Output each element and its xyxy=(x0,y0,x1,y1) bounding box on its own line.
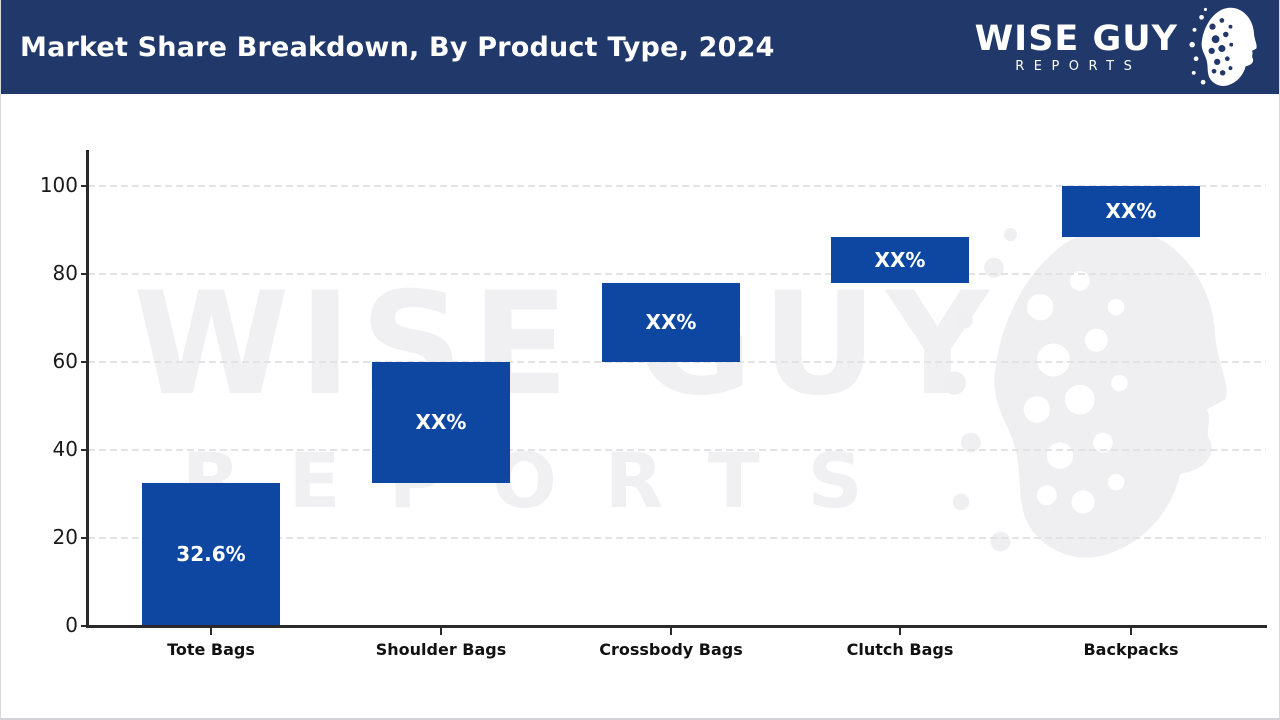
y-tick-label: 80 xyxy=(52,261,78,285)
y-axis-line xyxy=(86,150,89,627)
x-axis-label: Backpacks xyxy=(1083,640,1179,659)
bar-value-label: 32.6% xyxy=(176,542,246,567)
x-tick-mark xyxy=(1130,627,1132,635)
x-tick-mark xyxy=(440,627,442,635)
bar: XX% xyxy=(1062,186,1200,237)
y-tick-mark xyxy=(81,273,88,275)
y-tick-mark xyxy=(81,537,88,539)
gridline xyxy=(88,361,1266,363)
y-tick-mark xyxy=(81,625,88,627)
watermark-head-icon xyxy=(942,227,1227,558)
gridline xyxy=(88,273,1266,275)
bar: 32.6% xyxy=(142,482,280,626)
y-tick-label: 60 xyxy=(52,349,78,373)
bar-value-label: XX% xyxy=(874,247,926,272)
bar-value-label: XX% xyxy=(1105,199,1157,224)
header: Market Share Breakdown, By Product Type,… xyxy=(0,0,1280,94)
y-tick-mark xyxy=(81,361,88,363)
bar: XX% xyxy=(602,282,740,362)
y-tick-label: 0 xyxy=(65,613,78,637)
gridline xyxy=(88,185,1266,187)
x-tick-mark xyxy=(210,627,212,635)
gridline xyxy=(88,537,1266,539)
watermark-wiseguy: WISE GUY xyxy=(133,262,998,427)
x-tick-mark xyxy=(670,627,672,635)
y-tick-label: 20 xyxy=(52,525,78,549)
x-axis-line xyxy=(86,625,1267,628)
head-profile-logo-icon xyxy=(1189,7,1257,86)
bar: XX% xyxy=(372,362,510,483)
gridline xyxy=(88,449,1266,451)
y-tick-label: 40 xyxy=(52,437,78,461)
bar-value-label: XX% xyxy=(645,310,697,335)
x-axis-label: Shoulder Bags xyxy=(375,640,507,659)
bar-value-label: XX% xyxy=(415,410,467,435)
logo-reports-label: REPORTS xyxy=(1015,58,1142,74)
y-tick-mark xyxy=(81,185,88,187)
x-tick-mark xyxy=(899,627,901,635)
y-tick-mark xyxy=(81,449,88,451)
y-tick-label: 100 xyxy=(39,173,78,197)
page-title: Market Share Breakdown, By Product Type,… xyxy=(20,31,775,63)
bar: XX% xyxy=(831,236,969,283)
x-axis-label: Clutch Bags xyxy=(846,640,954,659)
logo-text: WISE GUY REPORTS xyxy=(974,18,1178,74)
logo-wordmark: WISE GUY xyxy=(974,18,1178,59)
logo: WISE GUY REPORTS xyxy=(975,4,1266,90)
x-axis-label: Crossbody Bags xyxy=(599,640,743,659)
x-axis-label: Tote Bags xyxy=(167,640,255,659)
